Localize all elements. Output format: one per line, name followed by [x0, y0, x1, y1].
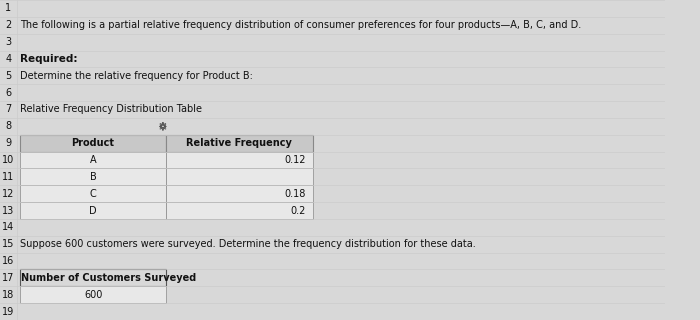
- Text: Required:: Required:: [20, 54, 78, 64]
- Text: Suppose 600 customers were surveyed. Determine the frequency distribution for th: Suppose 600 customers were surveyed. Det…: [20, 239, 476, 249]
- Text: 2: 2: [5, 20, 11, 30]
- Text: 1: 1: [5, 4, 11, 13]
- Text: Number of Customers Surveyed: Number of Customers Surveyed: [20, 273, 196, 283]
- Text: 0.12: 0.12: [284, 155, 306, 165]
- Text: D: D: [90, 205, 97, 216]
- Text: 8: 8: [5, 121, 11, 131]
- Text: C: C: [90, 189, 97, 199]
- Text: 0.18: 0.18: [284, 189, 306, 199]
- Text: 7: 7: [5, 104, 11, 115]
- Text: B: B: [90, 172, 97, 182]
- Text: 4: 4: [5, 54, 11, 64]
- Bar: [166, 202, 312, 219]
- Text: 9: 9: [5, 138, 11, 148]
- Bar: [166, 185, 312, 202]
- Bar: [20, 152, 166, 168]
- Text: 16: 16: [2, 256, 15, 266]
- Text: Relative Frequency Distribution Table: Relative Frequency Distribution Table: [20, 104, 202, 115]
- Text: 3: 3: [5, 37, 11, 47]
- Text: 600: 600: [84, 290, 102, 300]
- Text: 17: 17: [2, 273, 15, 283]
- Text: Determine the relative frequency for Product B:: Determine the relative frequency for Pro…: [20, 71, 253, 81]
- Bar: [166, 152, 312, 168]
- Bar: [20, 168, 166, 185]
- Text: 10: 10: [2, 155, 15, 165]
- Bar: [20, 185, 166, 202]
- Bar: [166, 168, 312, 185]
- Text: 11: 11: [2, 172, 15, 182]
- Bar: [20, 286, 166, 303]
- Bar: [166, 135, 312, 152]
- Text: 14: 14: [2, 222, 15, 232]
- Text: 15: 15: [2, 239, 15, 249]
- Text: 18: 18: [2, 290, 15, 300]
- Text: Relative Frequency: Relative Frequency: [186, 138, 293, 148]
- Bar: [20, 202, 166, 219]
- Text: A: A: [90, 155, 97, 165]
- Bar: [20, 269, 166, 286]
- Text: 19: 19: [2, 307, 15, 316]
- Text: 0.2: 0.2: [290, 205, 306, 216]
- Text: 13: 13: [2, 205, 15, 216]
- Text: The following is a partial relative frequency distribution of consumer preferenc: The following is a partial relative freq…: [20, 20, 581, 30]
- Text: 12: 12: [2, 189, 15, 199]
- Bar: [20, 135, 166, 152]
- Text: 6: 6: [5, 88, 11, 98]
- Text: Product: Product: [71, 138, 115, 148]
- Text: 5: 5: [5, 71, 11, 81]
